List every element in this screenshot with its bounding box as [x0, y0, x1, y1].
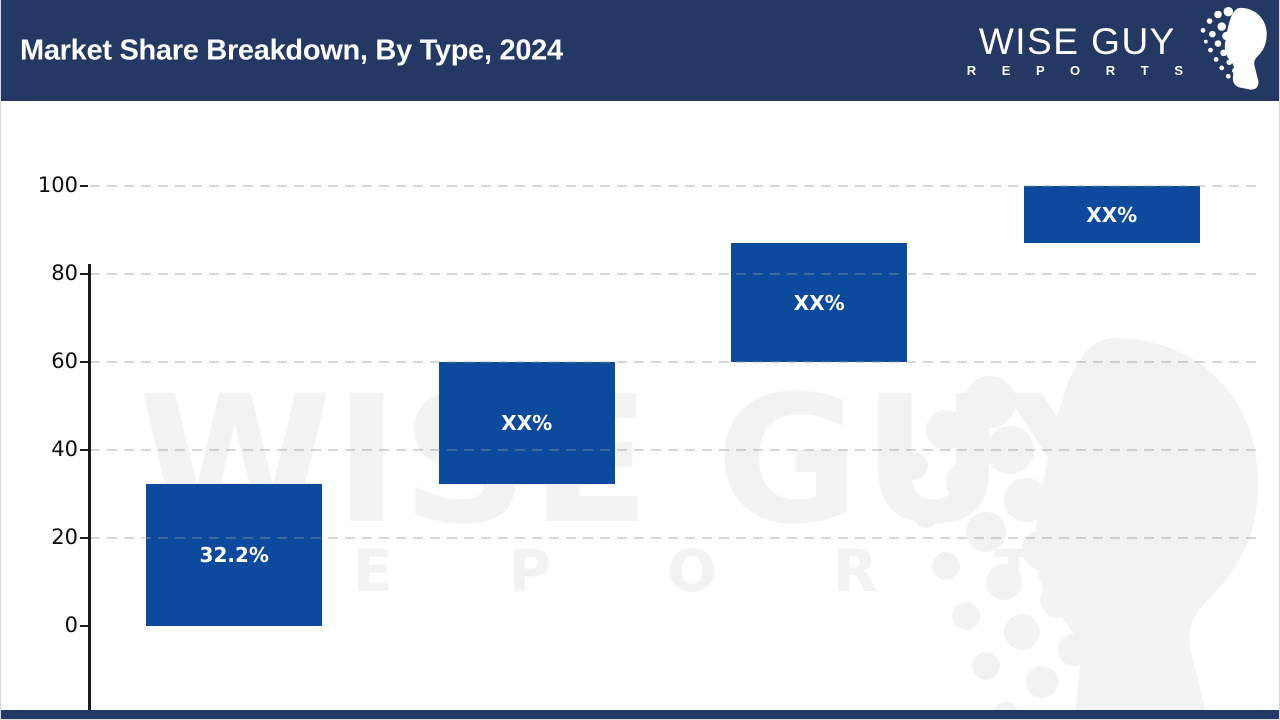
wiseguy-logo-text: WISE GUY R E P O R T S — [961, 21, 1194, 78]
y-tick-40 — [80, 449, 88, 451]
footer-accent-bar — [0, 710, 1280, 720]
y-tick-label-40: 40 — [51, 437, 78, 461]
bar-value-label: XX% — [1086, 202, 1138, 227]
y-tick-label-100: 100 — [37, 173, 78, 197]
wiseguy-face-icon — [1200, 6, 1267, 90]
gridline-y-80 — [90, 273, 1258, 275]
watermark-face-icon — [900, 338, 1258, 720]
bar-value-label: 32.2% — [199, 543, 269, 568]
y-axis-line — [88, 264, 91, 720]
y-tick-label-0: 0 — [64, 613, 78, 637]
y-tick-100 — [80, 185, 88, 187]
bar-value-label: XX% — [793, 290, 845, 315]
report-header: Market Share Breakdown, By Type, 2024 WI… — [0, 0, 1280, 101]
y-tick-0 — [80, 625, 88, 627]
gridline-y-40 — [90, 449, 1258, 451]
wiseguy-logo: WISE GUY R E P O R T S — [961, 4, 1270, 97]
y-tick-60 — [80, 361, 88, 363]
logo-wordmark: WISE GUY — [978, 21, 1176, 63]
bar-circular-saws: 32.2% — [146, 484, 323, 626]
y-tick-20 — [80, 537, 88, 539]
page-title: Market Share Breakdown, By Type, 2024 — [20, 34, 563, 66]
chart-area: WISE GUY R E P O R T S 32.2% XX% XX% XX% 0 20… — [0, 101, 1280, 720]
gridline-y-20 — [90, 537, 1258, 539]
y-tick-label-80: 80 — [51, 261, 78, 285]
bar-frame-saws: XX% — [731, 243, 908, 362]
y-tick-label-60: 60 — [51, 349, 78, 373]
bar-multi-blade-saws: XX% — [1023, 186, 1200, 244]
bar-value-label: XX% — [501, 411, 553, 436]
y-tick-label-20: 20 — [51, 525, 78, 549]
bar-band-saws: XX% — [438, 362, 615, 485]
gridline-y-100 — [90, 185, 1258, 187]
y-tick-80 — [80, 273, 88, 275]
logo-subtitle: R E P O R T S — [966, 62, 1194, 78]
gridline-y-60 — [90, 361, 1258, 363]
